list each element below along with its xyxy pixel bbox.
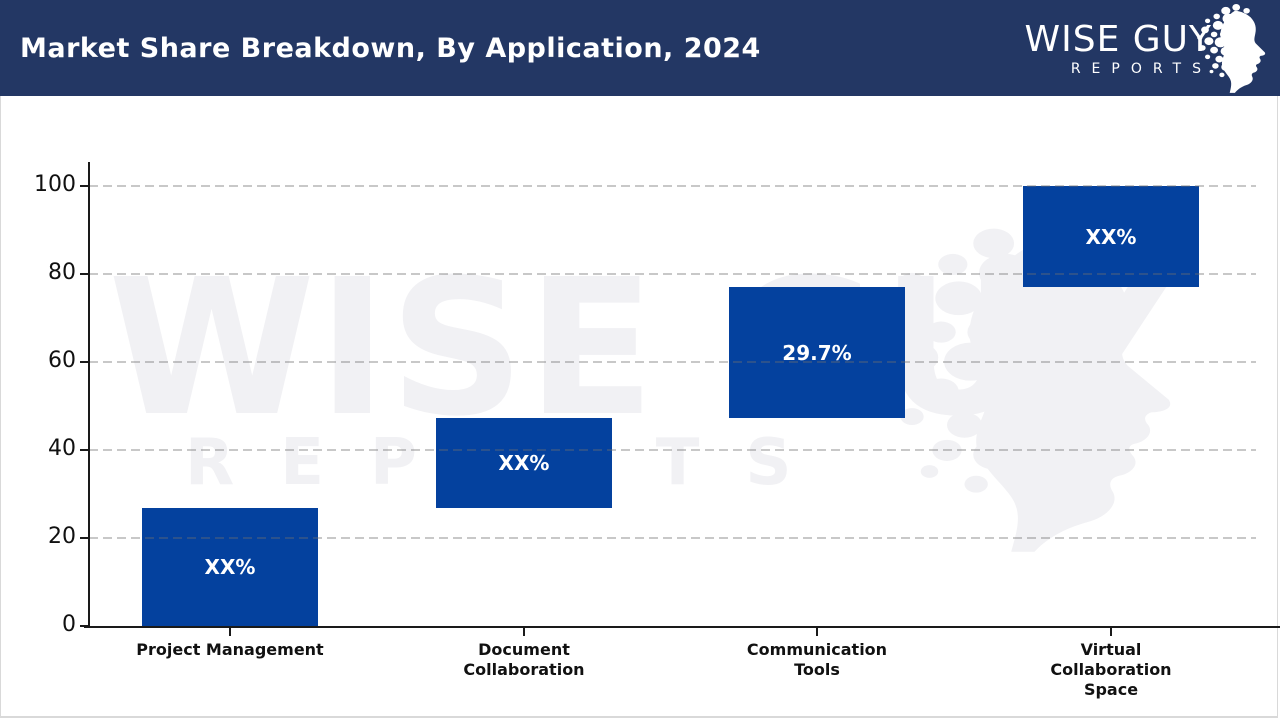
y-tick-label: 40 <box>48 436 76 461</box>
y-tick-label: 100 <box>34 172 76 197</box>
x-tick-mark <box>816 628 818 636</box>
wiseguy-face-watermark-icon <box>865 218 1171 552</box>
y-tick-label: 60 <box>48 348 76 373</box>
bar-value-label: XX% <box>204 555 256 580</box>
gridline <box>89 361 1256 363</box>
x-tick-mark <box>523 628 525 636</box>
waterfall-bar: XX% <box>436 417 612 509</box>
y-tick-label: 20 <box>48 524 76 549</box>
gridline <box>89 273 1256 275</box>
category-label: Document Collaboration <box>463 640 585 679</box>
y-tick-mark <box>80 361 89 363</box>
x-axis-line <box>84 626 1280 628</box>
y-tick-mark <box>80 625 89 627</box>
gridline <box>89 537 1256 539</box>
bar-value-label: XX% <box>1085 224 1137 249</box>
bar-value-label: XX% <box>498 450 550 475</box>
y-tick-mark <box>80 449 89 451</box>
y-tick-mark <box>80 185 89 187</box>
gridline <box>89 449 1256 451</box>
brand-name: WISE GUY <box>1024 19 1212 60</box>
y-tick-label: 80 <box>48 260 76 285</box>
category-label: Communication Tools <box>746 640 888 679</box>
y-tick-mark <box>80 273 89 275</box>
bar-value-label: 29.7% <box>782 340 852 365</box>
wiseguy-face-icon <box>1197 4 1266 93</box>
waterfall-bar: XX% <box>142 508 318 626</box>
brand-logo: WISE GUY REPORTS <box>1024 19 1213 78</box>
y-tick-label: 0 <box>62 612 76 637</box>
y-tick-mark <box>80 537 89 539</box>
waterfall-bar: 29.7% <box>729 287 905 418</box>
gridline <box>89 185 1256 187</box>
category-label: Virtual Collaboration Space <box>1050 640 1172 699</box>
page-title: Market Share Breakdown, By Application, … <box>20 33 761 64</box>
x-tick-mark <box>1110 628 1112 636</box>
y-axis-line <box>88 162 90 628</box>
header-band: Market Share Breakdown, By Application, … <box>0 0 1280 96</box>
waterfall-bar: XX% <box>1023 186 1199 288</box>
x-tick-mark <box>229 628 231 636</box>
brand-subtitle: REPORTS <box>1070 61 1212 77</box>
category-label: Project Management <box>136 640 324 659</box>
